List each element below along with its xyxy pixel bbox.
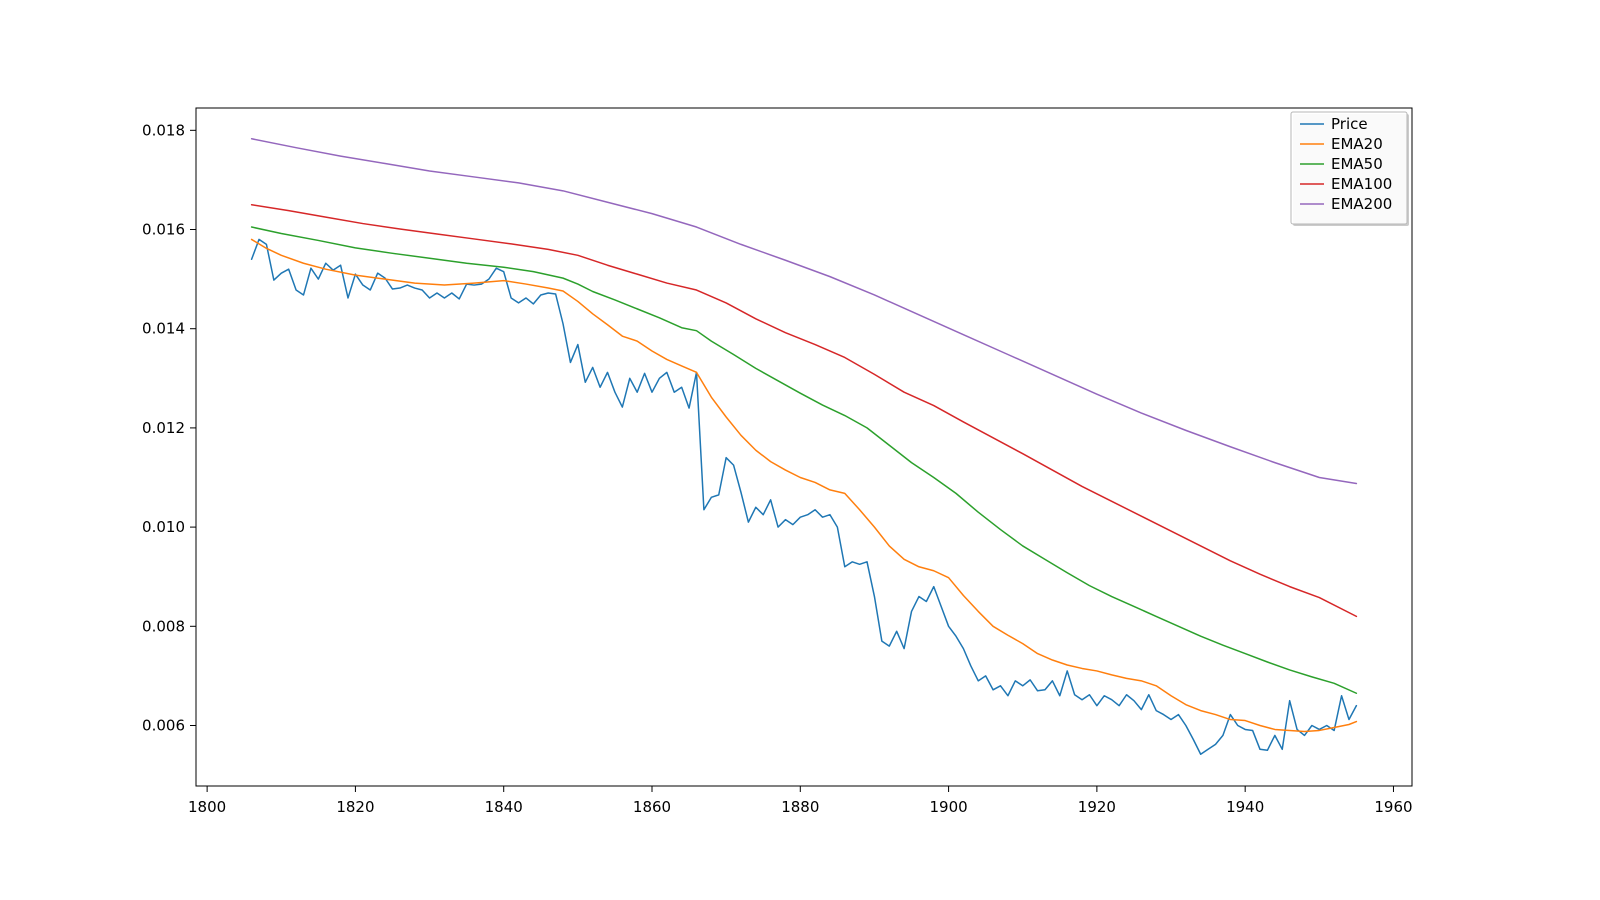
y-tick-label: 0.008 — [142, 617, 185, 635]
x-tick-label: 1820 — [336, 798, 374, 816]
legend-label-ema200: EMA200 — [1331, 195, 1392, 213]
series-line-ema20 — [250, 238, 1358, 733]
legend: Price EMA20 EMA50 EMA100 EMA200 — [1290, 111, 1409, 226]
legend-label-ema100: EMA100 — [1331, 175, 1392, 193]
x-tick-label: 1800 — [188, 798, 226, 816]
y-tick-label: 0.016 — [142, 221, 185, 239]
x-tick-label: 1880 — [781, 798, 819, 816]
legend-entry-ema50: EMA50 — [1300, 155, 1383, 173]
x-tick-label: 1960 — [1374, 798, 1412, 816]
legend-label-price: Price — [1331, 115, 1368, 133]
series-line-ema100 — [250, 203, 1358, 618]
legend-entry-ema200: EMA200 — [1300, 195, 1392, 213]
series-line-ema50 — [250, 226, 1358, 694]
y-tick-label: 0.006 — [142, 716, 185, 734]
y-tick-label: 0.010 — [142, 518, 185, 536]
legend-label-ema50: EMA50 — [1331, 155, 1383, 173]
x-tick-label: 1920 — [1078, 798, 1116, 816]
x-tick-label: 1900 — [929, 798, 967, 816]
series-line-ema200 — [250, 138, 1358, 485]
series-line-price — [250, 238, 1358, 756]
y-tick-label: 0.018 — [142, 121, 185, 139]
legend-label-ema20: EMA20 — [1331, 135, 1383, 153]
x-tick-label: 1840 — [485, 798, 523, 816]
x-tick-label: 1940 — [1226, 798, 1264, 816]
y-tick-label: 0.014 — [142, 320, 185, 338]
legend-frame — [1290, 111, 1408, 225]
plot-background — [196, 108, 1412, 786]
y-tick-label: 0.012 — [142, 419, 185, 437]
legend-entry-price: Price — [1300, 115, 1368, 133]
x-tick-label: 1860 — [633, 798, 671, 816]
legend-entry-ema20: EMA20 — [1300, 135, 1383, 153]
legend-entry-ema100: EMA100 — [1300, 175, 1392, 193]
plot-border — [195, 107, 1413, 787]
